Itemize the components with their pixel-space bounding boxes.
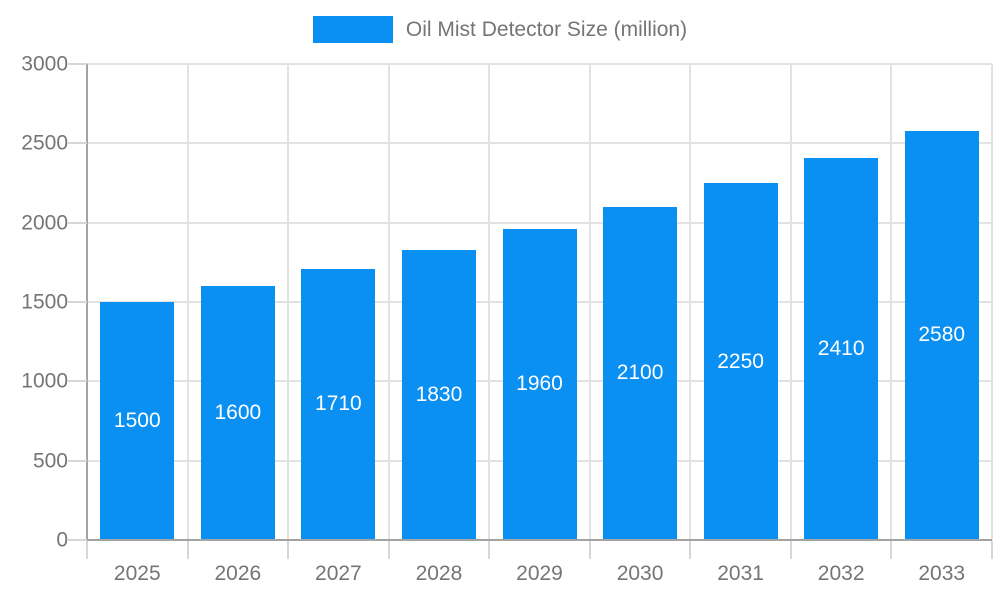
y-axis-tick xyxy=(68,142,87,145)
x-axis-tick xyxy=(287,541,290,559)
y-tick-label: 500 xyxy=(32,449,68,473)
x-tick-label: 2033 xyxy=(918,562,966,585)
plot-area: 1500 1600 1710 1830 1960 2100 2250 2410 2580 xyxy=(87,63,993,540)
bar-2031: 2250 xyxy=(703,183,778,540)
x-axis-tick xyxy=(387,541,390,559)
x-axis-tick xyxy=(186,541,189,559)
bar-2030: 2100 xyxy=(603,206,678,540)
y-axis-tick xyxy=(68,63,87,65)
x-axis-tick xyxy=(488,541,491,559)
gridline-vertical xyxy=(689,64,692,540)
gridline-horizontal xyxy=(87,63,992,65)
y-axis-tick xyxy=(68,459,87,462)
gridline-vertical xyxy=(991,64,993,540)
gridline-vertical xyxy=(488,64,491,540)
y-tick-label: 1500 xyxy=(21,290,68,314)
x-axis-tick xyxy=(588,541,591,559)
bar-value-label: 2580 xyxy=(918,323,966,347)
bar-2032: 2410 xyxy=(804,157,879,540)
gridline-vertical xyxy=(387,64,390,540)
y-axis-tick xyxy=(68,539,87,541)
gridline-vertical xyxy=(588,64,591,540)
bar-value-label: 1500 xyxy=(113,409,161,432)
bar-2025: 1500 xyxy=(100,302,175,540)
bar-2028: 1830 xyxy=(401,249,476,540)
bar-2026: 1600 xyxy=(200,286,275,540)
gridline-vertical xyxy=(890,64,893,540)
bar-value-label: 2100 xyxy=(616,361,664,385)
y-tick-label: 3000 xyxy=(21,52,68,76)
bar-value-label: 2410 xyxy=(817,336,865,360)
x-tick-label: 2029 xyxy=(516,562,563,585)
bar-value-label: 1600 xyxy=(214,401,262,425)
legend-label: Oil Mist Detector Size (million) xyxy=(405,17,688,41)
gridline-horizontal xyxy=(87,221,992,224)
legend-swatch xyxy=(312,16,393,43)
x-axis-tick xyxy=(689,541,692,559)
y-tick-label: 1000 xyxy=(21,369,68,393)
x-axis-line xyxy=(87,539,992,541)
y-axis-tick xyxy=(68,221,87,224)
gridline-vertical xyxy=(186,64,189,540)
bar-2027: 1710 xyxy=(301,268,376,540)
x-tick-label: 2031 xyxy=(717,562,764,585)
x-tick-label: 2025 xyxy=(113,562,161,585)
x-tick-label: 2026 xyxy=(214,562,262,585)
x-axis-tick xyxy=(86,541,88,559)
x-tick-label: 2028 xyxy=(415,562,463,585)
y-tick-label: 0 xyxy=(56,528,68,552)
y-axis-line xyxy=(86,64,88,541)
x-tick-label: 2030 xyxy=(616,562,664,585)
y-tick-label: 2500 xyxy=(21,131,68,155)
x-axis-tick xyxy=(890,541,893,559)
x-axis-tick xyxy=(991,541,993,559)
bar-value-label: 1710 xyxy=(315,392,362,416)
gridline-horizontal xyxy=(87,142,992,145)
bar-value-label: 1960 xyxy=(516,372,563,396)
bar-value-label: 2250 xyxy=(717,349,764,373)
gridline-vertical xyxy=(287,64,290,540)
gridline-vertical xyxy=(789,64,792,540)
legend: Oil Mist Detector Size (million) xyxy=(0,16,1000,43)
x-tick-label: 2032 xyxy=(817,562,865,585)
x-axis-tick xyxy=(789,541,792,559)
bar-value-label: 1830 xyxy=(415,382,463,406)
x-tick-label: 2027 xyxy=(315,562,362,585)
bar-2033: 2580 xyxy=(904,130,979,540)
y-axis-tick xyxy=(68,301,87,303)
bar-2029: 1960 xyxy=(502,229,577,540)
y-tick-label: 2000 xyxy=(21,211,68,235)
y-axis-tick xyxy=(68,380,87,383)
